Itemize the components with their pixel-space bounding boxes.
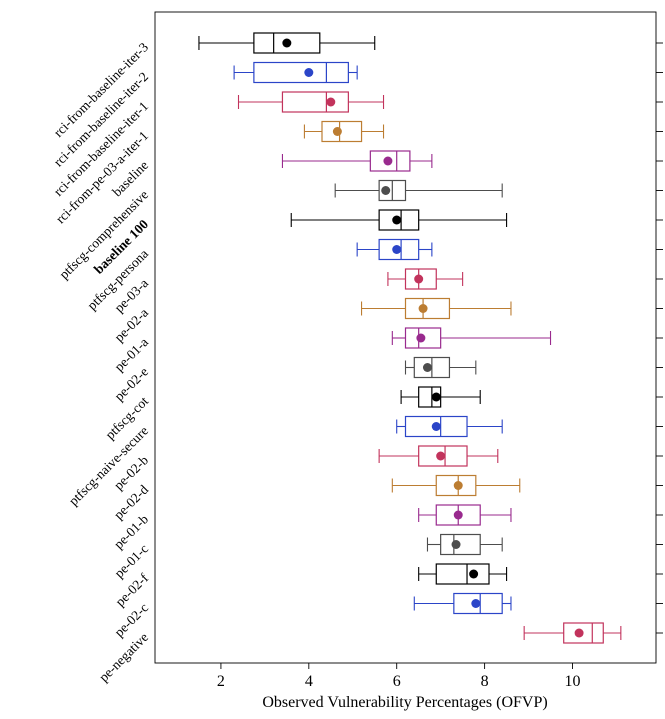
mean-dot [422,363,432,372]
iqr-box [281,91,349,113]
box-row-pe-01-b [418,504,512,526]
mean-dot [469,569,479,579]
mean-dot [282,38,292,48]
box-row-baseline [281,150,433,172]
x-tick-label: 4 [305,673,313,690]
mean-dot [383,156,393,166]
box-row-rci-from-baseline-iter-3 [198,32,376,54]
mean-dot [453,510,463,520]
box-row-rci-from-baseline-iter-1 [237,91,385,113]
box-row-pe-03-a [387,268,464,290]
mean-dot [326,97,336,107]
mean-dot [392,245,402,254]
category-label-pe-02-c: pe-02-c [111,600,151,640]
mean-dot [451,540,461,549]
box-row-pe-02-f [418,563,508,585]
box-row-ptfscg-persona [356,238,433,261]
x-tick-label: 2 [217,673,225,690]
mean-dot [431,422,441,431]
mean-dot [471,599,481,608]
box-row-pe-02-d [391,474,521,497]
mean-dot [381,186,391,195]
x-tick-label: 6 [393,673,401,690]
box-row-pe-02-e [404,356,477,379]
box-row-pe-02-b [378,445,499,467]
mean-dot [574,628,584,638]
box-row-pe-01-c [426,533,503,556]
box-row-ptfscg-naive-secure [396,415,503,438]
box-row-baseline 100 [290,209,508,231]
box-row-pe-02-c [413,592,512,615]
box-row-rci-from-pe-03-a-iter-1 [303,120,385,143]
box-row-pe-negative [523,622,622,644]
box-row-rci-from-baseline-iter-2 [233,61,358,84]
x-axis-label: Observed Vulnerability Percentages (OFVP… [262,694,547,711]
mean-dot [453,481,463,490]
mean-dot [392,215,402,225]
mean-dot [431,392,441,402]
box-row-pe-01-a [391,327,552,349]
mean-dot [436,451,446,461]
box-row-ptfscg-cot [400,386,481,408]
x-tick-label: 8 [481,673,489,690]
mean-dot [332,127,342,136]
mean-dot [418,304,428,313]
plot-frame [154,11,657,664]
box-row-pe-02-a [361,297,512,320]
box-row-ptfscg-comprehensive [334,179,503,202]
mean-dot [416,333,426,343]
iqr-box [435,563,490,585]
x-tick-label: 10 [565,673,581,690]
mean-dot [304,68,314,77]
iqr-box [253,61,349,84]
mean-dot [414,274,424,284]
